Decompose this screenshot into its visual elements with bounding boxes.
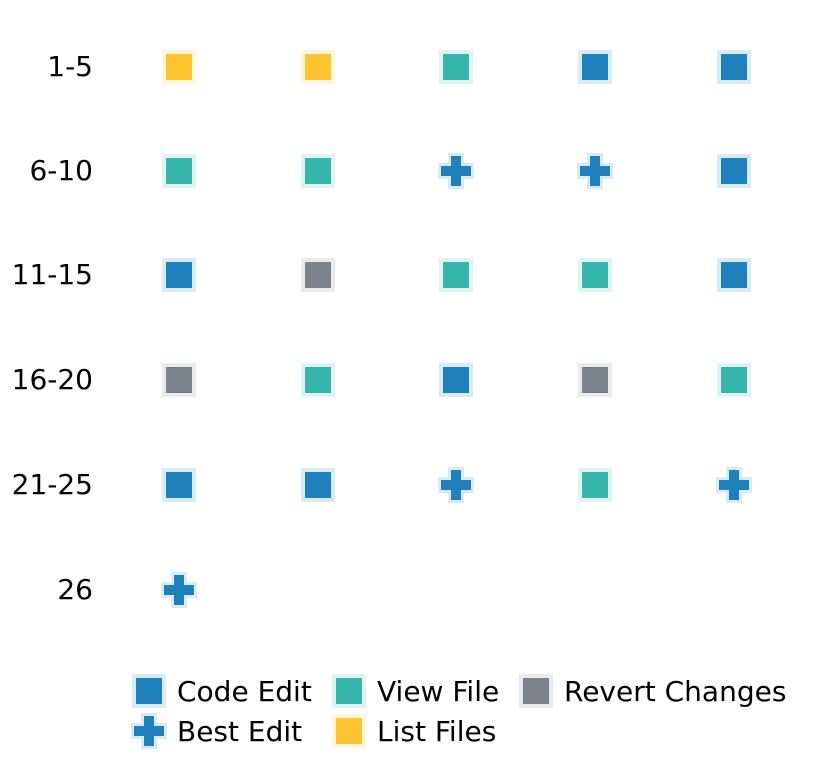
marker-view-file <box>582 262 608 288</box>
marker-view-file <box>443 54 469 80</box>
marker-code-edit <box>166 262 192 288</box>
marker-view-file <box>443 262 469 288</box>
y-tick-label-21-25: 21-25 <box>11 468 93 501</box>
marker-code-edit <box>305 472 331 498</box>
marker-code-edit <box>721 54 747 80</box>
marker-list-files <box>166 54 192 80</box>
marker-list-files <box>305 54 331 80</box>
marker-view-file <box>721 367 747 393</box>
marker-revert-changes <box>305 262 331 288</box>
marker-revert-changes <box>166 367 192 393</box>
y-tick-label-1-5: 1-5 <box>47 50 93 83</box>
marker-code-edit <box>166 472 192 498</box>
y-tick-label-26: 26 <box>57 573 93 606</box>
marker-revert-changes <box>582 367 608 393</box>
marker-code-edit <box>443 367 469 393</box>
marker-code-edit <box>721 158 747 184</box>
y-tick-label-11-15: 11-15 <box>11 258 93 291</box>
y-tick-label-6-10: 6-10 <box>29 154 93 187</box>
marker-best-edit <box>577 153 613 189</box>
marker-view-file <box>582 472 608 498</box>
y-tick-label-16-20: 16-20 <box>11 363 93 396</box>
marker-code-edit <box>582 54 608 80</box>
marker-best-edit <box>438 467 474 503</box>
marker-view-file <box>166 158 192 184</box>
marker-best-edit <box>716 467 752 503</box>
marker-best-edit <box>438 153 474 189</box>
marker-code-edit <box>721 262 747 288</box>
marker-view-file <box>305 158 331 184</box>
marker-view-file <box>305 367 331 393</box>
marker-best-edit <box>161 572 197 608</box>
